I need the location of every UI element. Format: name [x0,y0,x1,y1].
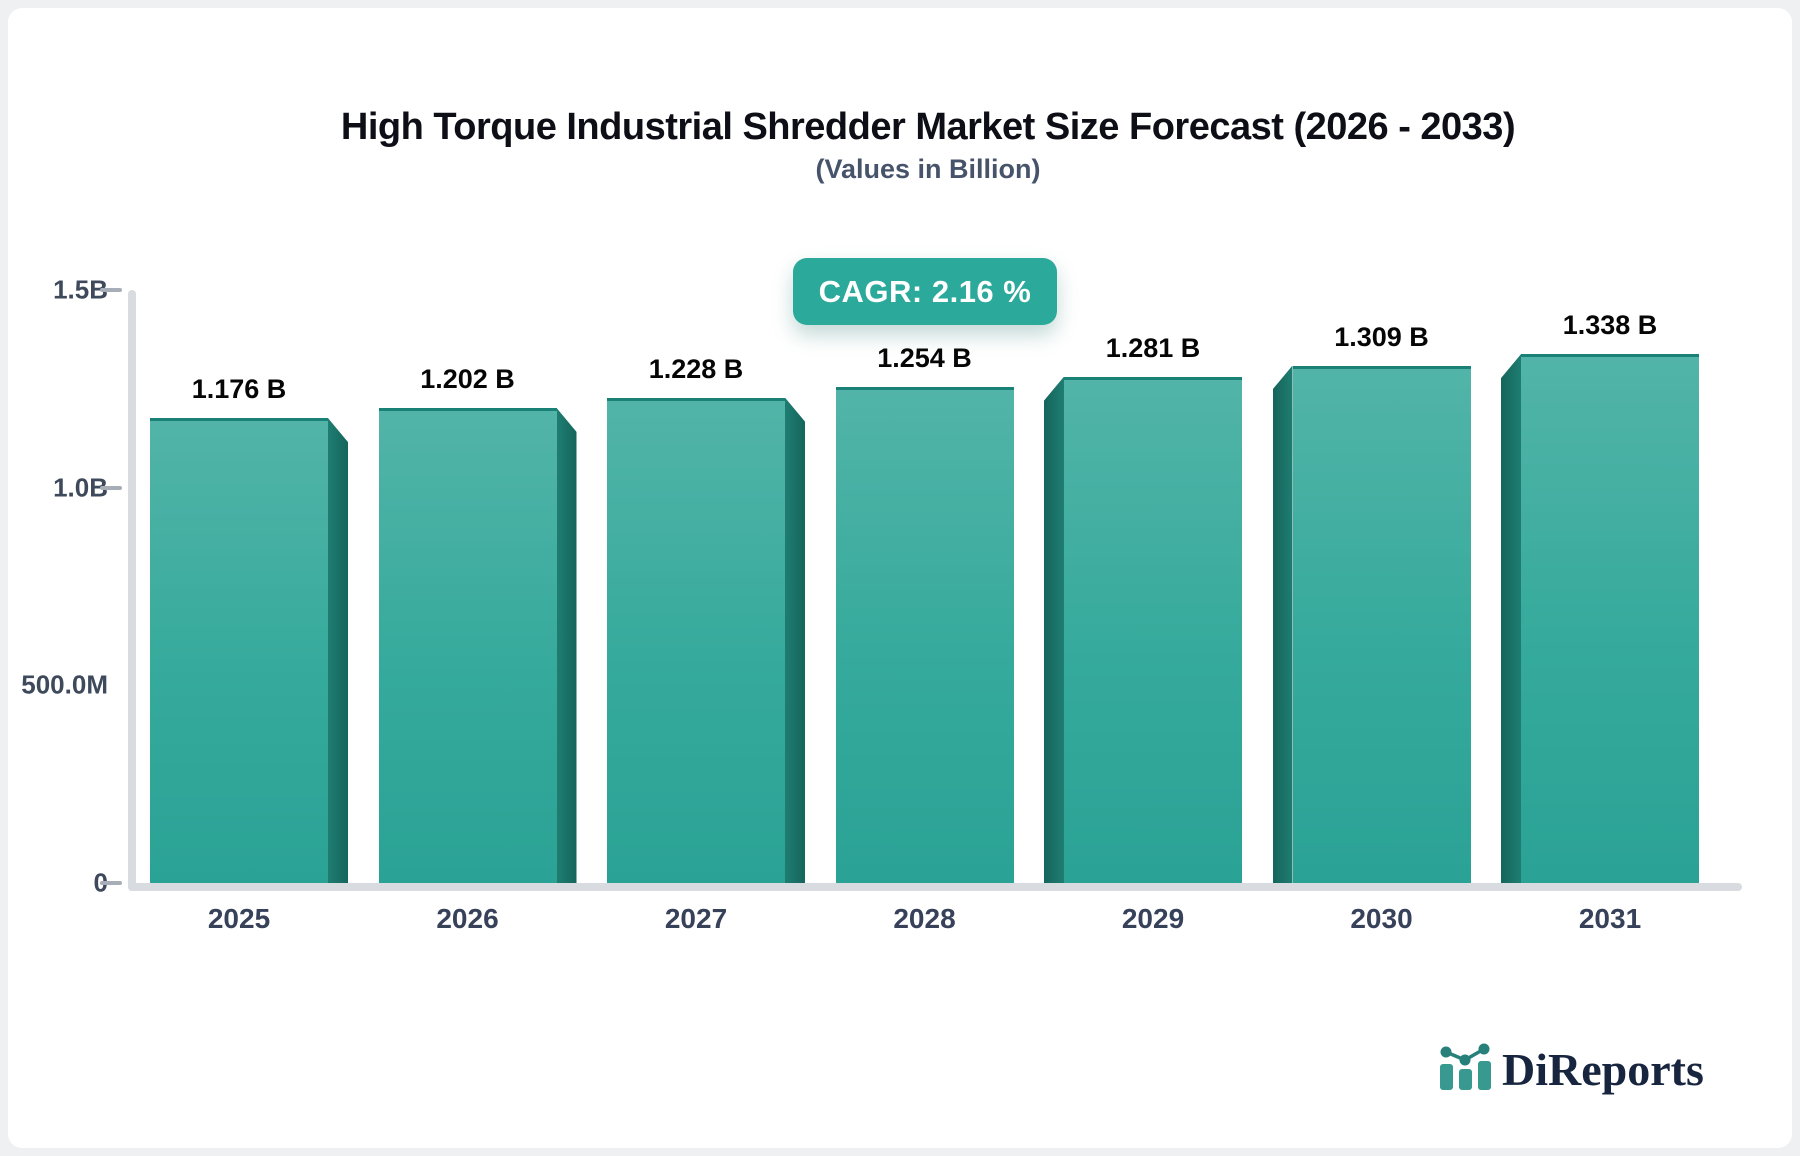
bar-value-label: 1.228 B [648,353,744,384]
y-axis-tick-mark [100,485,122,490]
bar-value-label: 1.309 B [1334,321,1429,352]
bar-2028 [835,387,1014,883]
x-axis-label: 2027 [664,903,728,934]
bar-2031 [1521,354,1699,883]
x-axis-label: 2025 [207,903,271,934]
x-axis-label: 2026 [436,903,499,934]
y-axis-tick-label: 1.0B [53,472,108,503]
direports-logo-text: DiReports [1502,1044,1704,1095]
bar-value-label: 1.254 B [877,343,972,374]
bar-2027 [607,397,785,883]
y-axis-tick-label: 1.5B [53,274,108,305]
direports-bars-icon [1440,1043,1491,1090]
bar-chart-plot-area: 1.5B 1.0B 500.0M 0 1.176 B 2025 1.202 B 2026 1.2… [8,8,1792,1148]
bar-side-face [1272,365,1293,883]
bar-2026 [378,407,557,883]
bar-value-label: 1.338 B [1562,310,1658,341]
cagr-badge-label: CAGR: 2.16 % [818,273,1032,309]
x-axis-label: 2030 [1350,903,1413,934]
chart-title: High Torque Industrial Shredder Market S… [340,106,1516,148]
bar-2030 [1292,365,1471,883]
bar-side-face [1044,376,1064,883]
x-axis-label: 2028 [893,903,956,934]
chart-subtitle: (Values in Billion) [815,154,1041,184]
cagr-badge: CAGR: 2.16 % [793,258,1057,325]
bar-2029 [1064,376,1242,883]
y-axis-tick-label: 500.0M [21,669,108,700]
bar-value-label: 1.202 B [420,363,515,394]
bar-value-label: 1.176 B [191,374,287,405]
y-axis-tick-mark [100,288,122,293]
direports-logo: DiReports [1432,1036,1722,1098]
bar-side-face [785,397,805,883]
chart-card: High Torque Industrial Shredder Market S… [8,8,1792,1148]
bar-side-face [556,407,577,883]
bar-value-label: 1.281 B [1105,332,1201,363]
y-axis-tick-mark [100,881,122,885]
x-axis-line [128,883,1742,891]
x-axis-label: 2031 [1578,903,1642,934]
y-axis-tick-label: 0 [8,868,108,899]
y-axis-line [128,290,136,891]
bar-2025 [150,418,328,883]
bar-side-face [1501,354,1521,883]
x-axis-label: 2029 [1121,903,1185,934]
bar-side-face [328,418,348,883]
